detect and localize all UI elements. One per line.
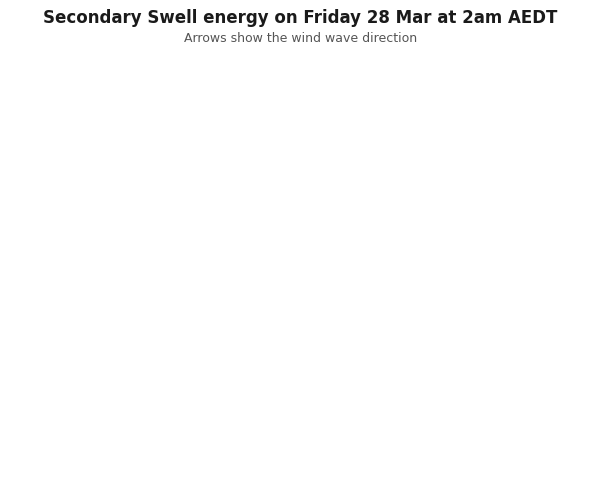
Text: cartopy required: cartopy required [231, 260, 370, 278]
Text: Secondary Swell energy on Friday 28 Mar at 2am AEDT: Secondary Swell energy on Friday 28 Mar … [43, 9, 558, 27]
Text: Arrows show the wind wave direction: Arrows show the wind wave direction [184, 32, 417, 45]
